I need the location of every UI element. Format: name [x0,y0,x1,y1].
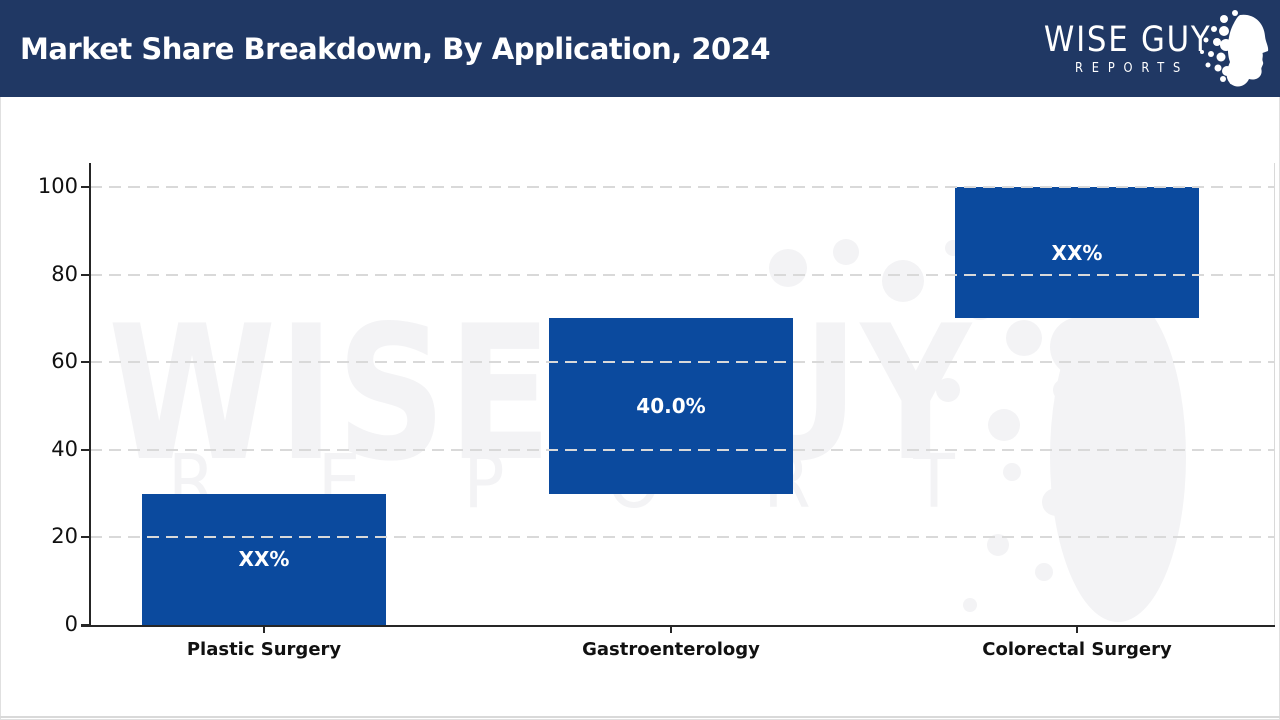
bar-value-label: 40.0% [636,393,706,418]
y-axis-tick-label: 20 [51,524,78,549]
bar-segment: 40.0% [549,318,793,494]
y-axis-tick [81,361,90,364]
x-axis-category-label: Gastroenterology [582,639,760,660]
y-axis-tick [81,536,90,539]
bar-value-label: XX% [238,547,290,572]
header-bar: Market Share Breakdown, By Application, … [0,0,1280,97]
page-title: Market Share Breakdown, By Application, … [20,31,771,66]
gridline [90,273,1275,276]
watermark-wordmark: WISE GUY [108,285,973,502]
x-axis-tick [670,625,672,633]
gridline [90,448,1275,451]
gridline [90,361,1275,364]
brand-subtitle: REPORTS [1075,61,1190,76]
y-axis-tick-label: 80 [51,261,78,286]
watermark-head-dots-icon [769,220,1186,622]
gridline [90,536,1275,539]
y-axis-tick-label: 0 [64,612,78,636]
chart-plot-area: WISE GUY R E P O R T S 020406080100XX%40… [0,97,1280,717]
bar-segment: XX% [142,493,386,625]
y-axis-tick [81,448,90,451]
plot-right-border [1274,163,1275,625]
brand-name: WISE GUY [1044,20,1212,60]
y-axis-tick [81,186,90,188]
dotted-head-profile-icon [1200,10,1269,87]
y-axis-line [89,163,91,627]
y-axis-tick-label: 60 [51,349,78,374]
bar-segment: XX% [955,187,1199,319]
x-axis-line [81,625,1275,627]
bar-value-label: XX% [1051,240,1103,265]
x-axis-tick [263,625,265,633]
y-axis-tick-label: 40 [51,436,78,461]
bottom-divider [0,716,1280,718]
x-axis-category-label: Colorectal Surgery [982,639,1172,660]
gridline [90,186,1275,188]
y-axis-tick-label: 100 [37,174,78,198]
x-axis-tick [1076,625,1078,633]
brand-logo-text: WISE GUY REPORTS [1044,22,1212,76]
x-axis-category-label: Plastic Surgery [186,639,342,660]
brand-logo: WISE GUY REPORTS [1021,6,1270,92]
y-axis-tick [81,273,90,276]
